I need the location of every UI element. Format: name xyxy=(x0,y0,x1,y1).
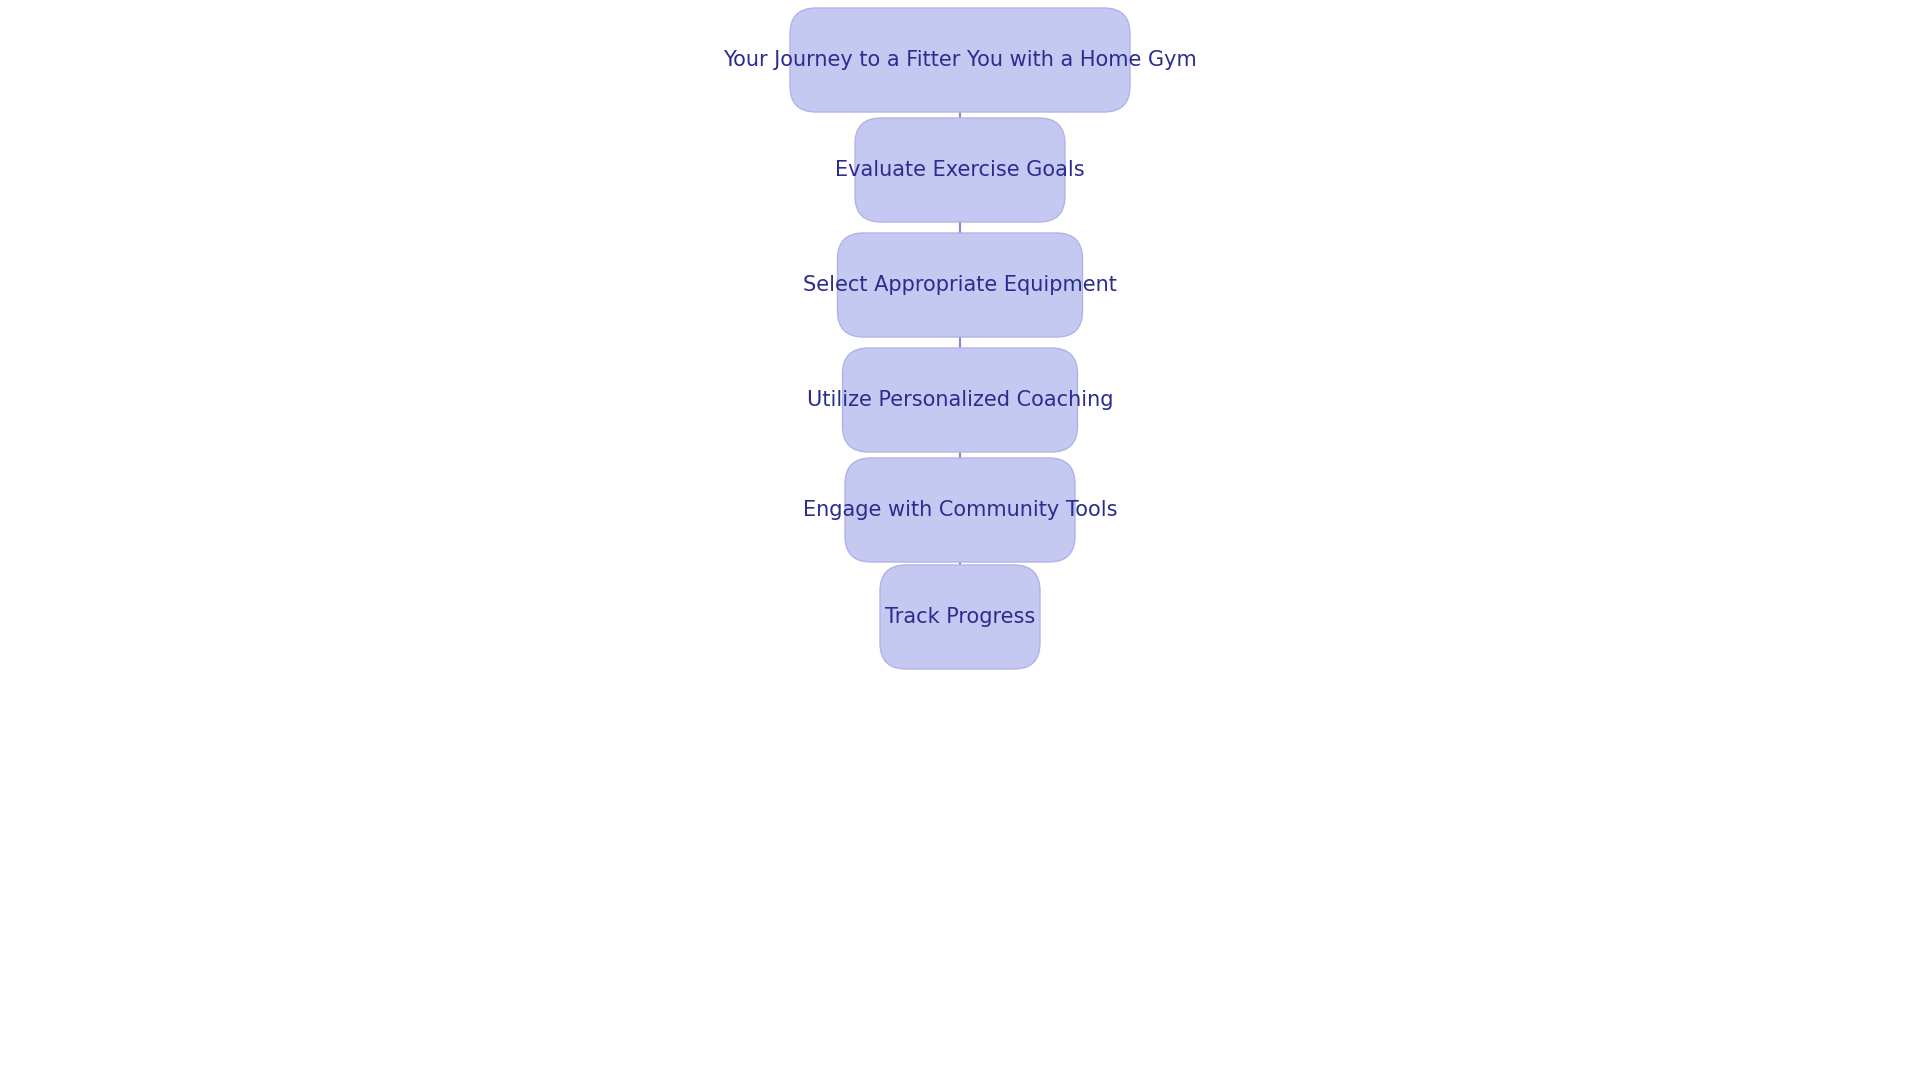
FancyBboxPatch shape xyxy=(837,233,1083,337)
Text: Utilize Personalized Coaching: Utilize Personalized Coaching xyxy=(806,390,1114,410)
FancyBboxPatch shape xyxy=(789,8,1131,112)
Text: Select Appropriate Equipment: Select Appropriate Equipment xyxy=(803,275,1117,295)
FancyBboxPatch shape xyxy=(845,458,1075,562)
FancyBboxPatch shape xyxy=(843,348,1077,452)
Text: Your Journey to a Fitter You with a Home Gym: Your Journey to a Fitter You with a Home… xyxy=(724,50,1196,70)
Text: Engage with Community Tools: Engage with Community Tools xyxy=(803,500,1117,520)
FancyBboxPatch shape xyxy=(879,565,1041,669)
Text: Evaluate Exercise Goals: Evaluate Exercise Goals xyxy=(835,160,1085,180)
FancyBboxPatch shape xyxy=(854,118,1066,222)
Text: Track Progress: Track Progress xyxy=(885,606,1035,627)
